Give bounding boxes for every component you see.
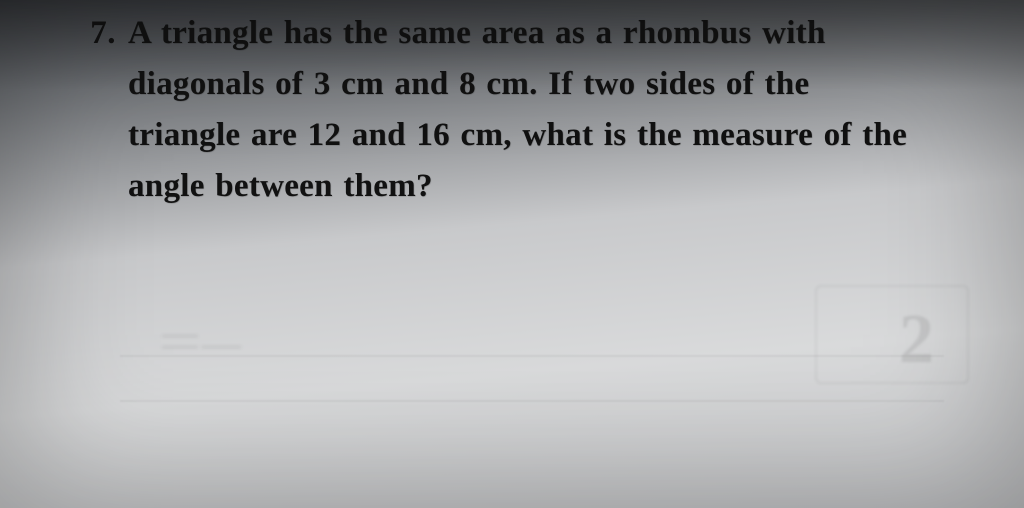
faint-line xyxy=(120,355,944,357)
ghost-equals: =– xyxy=(158,310,240,373)
faint-line xyxy=(120,400,944,402)
question-text: A triangle has the same area as a rhombu… xyxy=(128,8,918,213)
question-number: 7. xyxy=(72,8,128,59)
question-block: 7.A triangle has the same area as a rhom… xyxy=(72,8,952,213)
ghost-digit: 2 xyxy=(899,300,934,380)
page: 7.A triangle has the same area as a rhom… xyxy=(0,0,1024,508)
ghost-box xyxy=(815,285,969,384)
